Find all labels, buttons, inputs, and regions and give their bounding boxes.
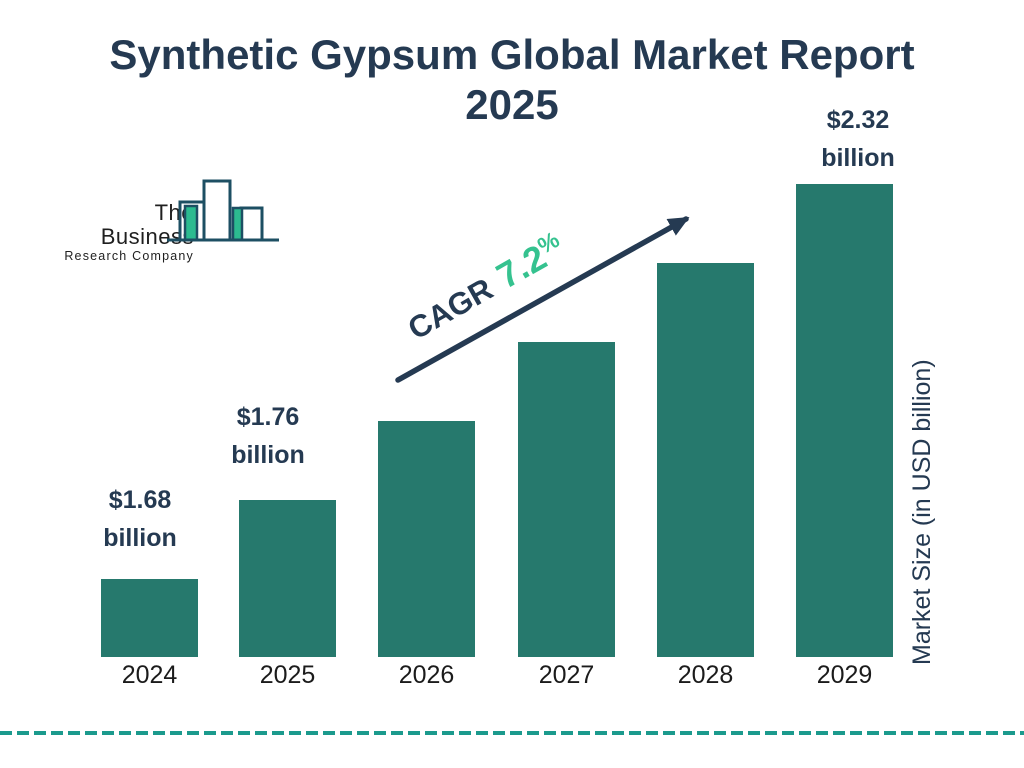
page-title-line1: Synthetic Gypsum Global Market Report bbox=[109, 31, 915, 78]
value-amount-2024: $1.68 bbox=[108, 486, 172, 514]
x-axis-label-2026: 2026 bbox=[398, 661, 455, 689]
page-title-line2: 2025 bbox=[465, 81, 559, 128]
value-unit-2029: billion bbox=[821, 144, 895, 172]
x-axis-label-2027: 2027 bbox=[538, 661, 595, 689]
value-label-2029: $2.32 billion bbox=[778, 101, 938, 177]
value-amount-2029: $2.32 bbox=[826, 106, 890, 134]
bar-2024 bbox=[101, 579, 198, 657]
logo-wordmark-line2: Research Company bbox=[64, 249, 194, 263]
page-title: Synthetic Gypsum Global Market Report 20… bbox=[92, 30, 932, 130]
bar-2029 bbox=[796, 184, 893, 657]
value-unit-2025: billion bbox=[231, 441, 305, 469]
bar-2028 bbox=[657, 263, 754, 657]
cagr-trend-arrow bbox=[390, 198, 712, 390]
bottom-dashed-divider bbox=[0, 731, 1024, 735]
x-axis-label-2028: 2028 bbox=[677, 661, 734, 689]
bar-2027 bbox=[518, 342, 615, 657]
x-axis-label-2024: 2024 bbox=[121, 661, 178, 689]
bar-2025 bbox=[239, 500, 336, 657]
x-axis-label-2029: 2029 bbox=[816, 661, 873, 689]
x-axis-label-2025: 2025 bbox=[259, 661, 316, 689]
value-unit-2024: billion bbox=[103, 524, 177, 552]
bar-2026 bbox=[378, 421, 475, 657]
logo-wordmark: The Business Research Company bbox=[62, 201, 194, 264]
value-label-2024: $1.68 billion bbox=[60, 481, 220, 557]
value-amount-2025: $1.76 bbox=[236, 403, 300, 431]
bar-chart-skyline-icon bbox=[166, 178, 280, 249]
value-label-2025: $1.76 billion bbox=[188, 398, 348, 474]
y-axis-label: Market Size (in USD billion) bbox=[908, 359, 936, 665]
